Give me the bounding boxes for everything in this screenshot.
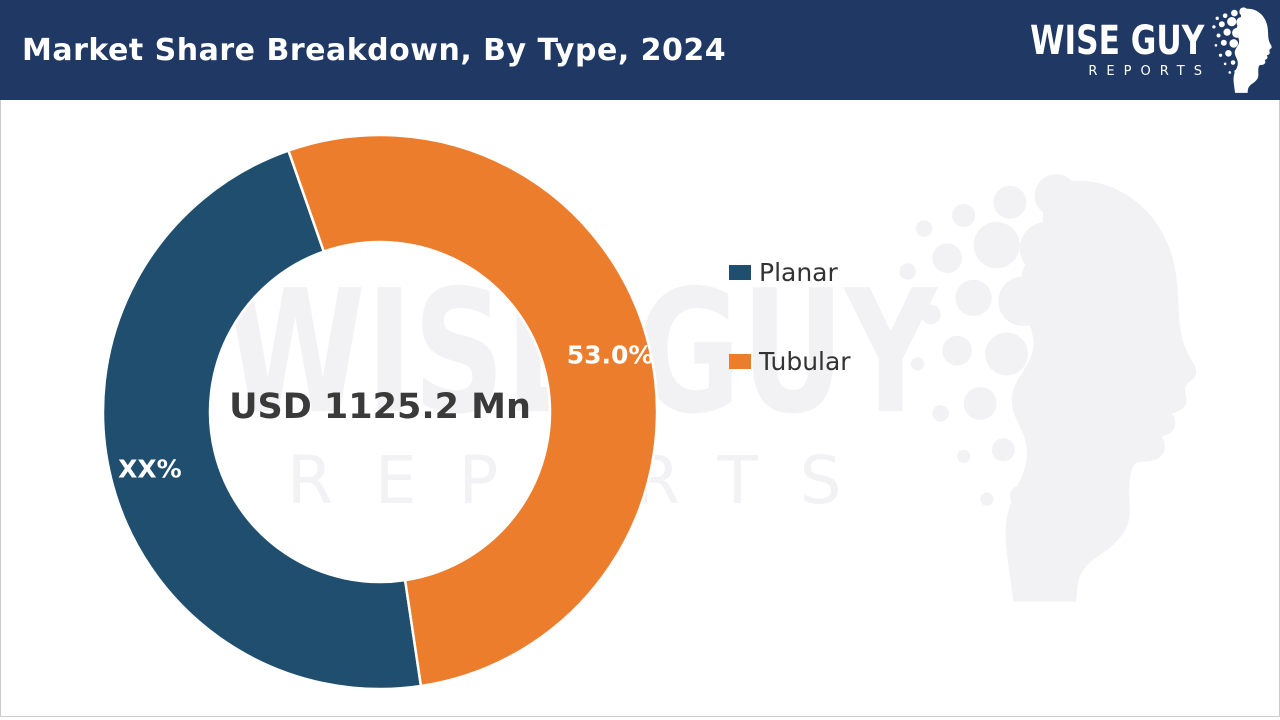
segment-value-label-tubular: 53.0% — [567, 341, 654, 370]
segment-value-label-planar: XX% — [118, 454, 182, 483]
legend-swatch-tubular — [729, 353, 751, 369]
brand-face-icon — [1212, 7, 1272, 93]
donut-segment-planar — [101, 149, 423, 691]
brand-text: WISE GUY REPORTS — [981, 21, 1204, 79]
legend-swatch-planar — [729, 264, 751, 280]
brand-subtitle: REPORTS — [1088, 64, 1211, 79]
brand-logo: WISE GUY REPORTS — [981, 0, 1272, 100]
chart-center-label: USD 1125.2 Mn — [229, 387, 531, 427]
legend-label-planar: Planar — [759, 257, 838, 287]
header-bar: Market Share Breakdown, By Type, 2024 WI… — [0, 0, 1280, 100]
brand-name: WISE GUY — [1029, 18, 1204, 64]
donut-segment-tubular — [287, 133, 659, 688]
legend-item-tubular: Tubular — [729, 346, 851, 376]
legend-label-tubular: Tubular — [759, 346, 851, 376]
page-title: Market Share Breakdown, By Type, 2024 — [22, 32, 727, 68]
legend-item-planar: Planar — [729, 257, 851, 287]
chart-legend: Planar Tubular — [729, 257, 851, 435]
